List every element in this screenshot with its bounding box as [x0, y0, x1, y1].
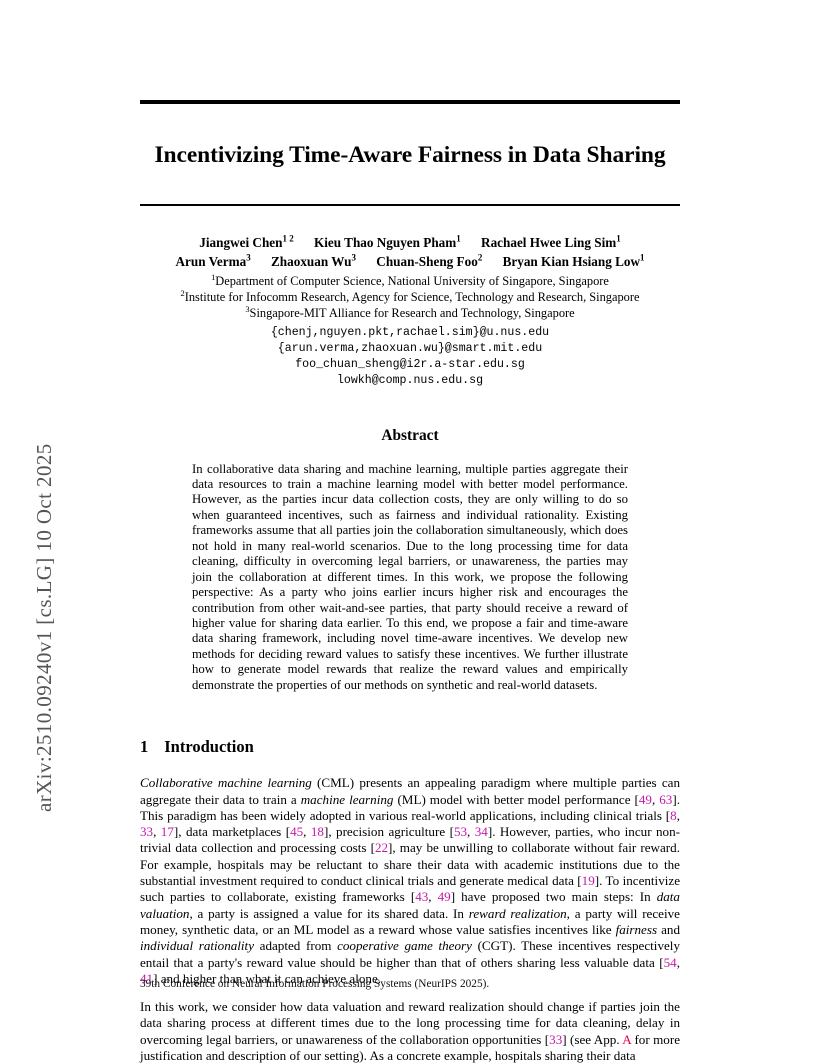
affiliation-text: Singapore-MIT Alliance for Research and … [249, 306, 575, 321]
email-address[interactable]: {chenj,nguyen.pkt,rachael.sim}@u.nus.edu [270, 325, 550, 339]
section-number: 1 [140, 737, 149, 757]
section-title: Introduction [164, 737, 254, 757]
title-rule-top [140, 100, 680, 104]
author-affiliation-marker: 1 [616, 233, 621, 244]
paper-page: Incentivizing Time-Aware Fairness in Dat… [140, 0, 681, 1063]
author-block: Jiangwei Chen1 2 Kieu Thao Nguyen Pham1 … [140, 233, 680, 271]
author-name: Jiangwei Chen [199, 235, 283, 251]
page-title: Incentivizing Time-Aware Fairness in Dat… [154, 141, 666, 168]
email-address[interactable]: {arun.verma,zhaoxuan.wu}@smart.mit.edu [277, 341, 543, 355]
author-name: Bryan Kian Hsiang Low [502, 254, 640, 270]
arxiv-stamp: arXiv:2510.09240v1 [cs.LG] 10 Oct 2025 [32, 443, 56, 812]
abstract-section: Abstract In collaborative data sharing a… [140, 427, 680, 694]
affiliation-item: 3Singapore-MIT Alliance for Research and… [140, 305, 680, 321]
email-address[interactable]: foo_chuan_sheng@i2r.a-star.edu.sg [295, 358, 525, 372]
author-name: Rachael Hwee Ling Sim [481, 235, 617, 251]
author-entry: Kieu Thao Nguyen Pham1 [313, 233, 461, 251]
abstract-heading: Abstract [381, 426, 439, 444]
author-affiliation-marker: 1 2 [282, 233, 294, 244]
author-line-2: Arun Verma3 Zhaoxuan Wu3 Chuan-Sheng Foo… [140, 252, 680, 271]
intro-paragraph-1: Collaborative machine learning (CML) pre… [140, 775, 681, 986]
affiliation-marker: 2 [180, 288, 185, 299]
page-footer: 39th Conference on Neural Information Pr… [140, 978, 490, 990]
affiliation-item: 2Institute for Infocomm Research, Agency… [140, 289, 680, 305]
intro-paragraph-2: In this work, we consider how data valua… [140, 999, 681, 1064]
author-affiliation-marker: 3 [246, 252, 251, 263]
author-name: Kieu Thao Nguyen Pham [313, 235, 457, 251]
affiliation-item: 1Department of Computer Science, Nationa… [140, 273, 680, 289]
affiliation-text: Department of Computer Science, National… [215, 274, 609, 289]
author-name: Chuan-Sheng Foo [376, 254, 478, 270]
affiliation-block: 1Department of Computer Science, Nationa… [140, 273, 680, 322]
email-address[interactable]: lowkh@comp.nus.edu.sg [336, 374, 484, 388]
author-affiliation-marker: 3 [351, 252, 356, 263]
title-rule-bottom [140, 204, 680, 207]
author-entry: Zhaoxuan Wu3 [271, 252, 356, 270]
author-entry: Bryan Kian Hsiang Low1 [502, 252, 645, 270]
author-name: Arun Verma [175, 254, 247, 270]
section-heading-introduction: 1 Introduction [140, 737, 680, 757]
email-block: {chenj,nguyen.pkt,rachael.sim}@u.nus.edu… [140, 325, 680, 390]
author-entry: Chuan-Sheng Foo2 [376, 252, 483, 270]
author-entry: Rachael Hwee Ling Sim1 [481, 233, 621, 251]
affiliation-marker: 1 [211, 271, 216, 282]
title-block: Incentivizing Time-Aware Fairness in Dat… [140, 0, 680, 207]
author-affiliation-marker: 1 [456, 233, 461, 244]
affiliation-marker: 3 [245, 304, 250, 315]
author-name: Zhaoxuan Wu [271, 254, 352, 270]
author-entry: Jiangwei Chen1 2 [199, 233, 294, 251]
author-line-1: Jiangwei Chen1 2 Kieu Thao Nguyen Pham 1 … [140, 233, 680, 252]
affiliation-text: Institute for Infocomm Research, Agency … [184, 290, 640, 305]
author-affiliation-marker: 2 [477, 252, 483, 263]
author-affiliation-marker: 1 [640, 252, 645, 263]
abstract-text: In collaborative data sharing and machin… [192, 461, 628, 692]
author-entry: Arun Verma3 [175, 252, 251, 270]
